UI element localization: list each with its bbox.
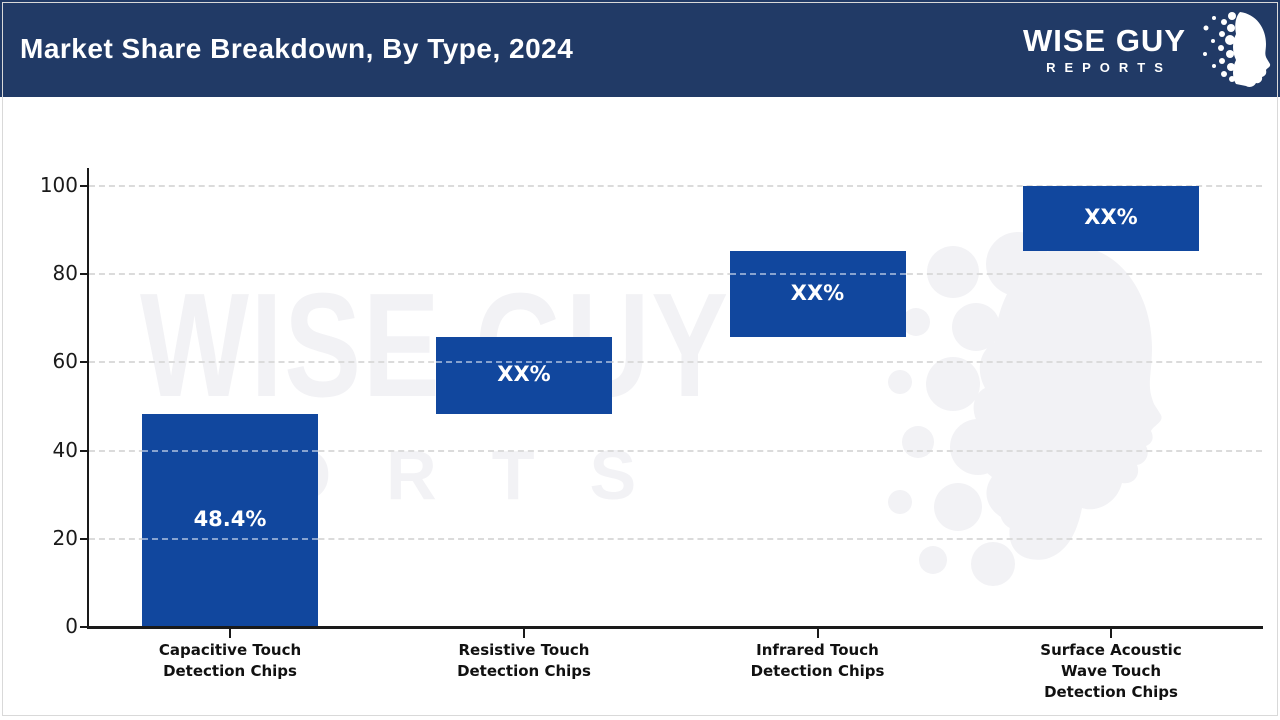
y-tick-label-60: 60 [52, 349, 78, 374]
bar-value-label: XX% [1084, 205, 1138, 230]
gridline-60 [89, 361, 1262, 364]
gridline-over-bar [142, 449, 318, 452]
bar-value-label: 48.4% [193, 507, 267, 532]
logo-head-icon [1203, 12, 1271, 87]
category-label: Resistive Touch Detection Chips [457, 641, 591, 680]
gridline-over-bar [436, 361, 612, 364]
bar-segment[interactable] [729, 250, 906, 337]
gridline-80 [89, 273, 1262, 276]
y-tick-60 [80, 361, 88, 364]
gridline-20 [89, 537, 1262, 540]
x-tick [523, 629, 525, 638]
x-axis-spine [87, 626, 1263, 629]
y-tick-label-0: 0 [65, 614, 78, 638]
y-tick-0 [80, 626, 88, 628]
bar-value-label: XX% [790, 280, 845, 305]
y-axis-spine [87, 168, 89, 629]
x-tick [1110, 629, 1112, 638]
page-title: Market Share Breakdown, By Type, 2024 [20, 33, 574, 64]
y-tick-100 [80, 185, 88, 187]
header: Market Share Breakdown, By Type, 2024 WI… [0, 0, 1280, 97]
gridline-over-bar [142, 537, 318, 540]
y-tick-label-100: 100 [39, 173, 78, 197]
category-label: Capacitive Touch Detection Chips [158, 641, 302, 680]
y-tick-label-20: 20 [52, 525, 78, 550]
watermark-wordmark: WISE GUY [140, 263, 730, 428]
logo-subtitle: REPORTS [1046, 60, 1172, 75]
y-tick-20 [80, 537, 88, 540]
y-tick-label-40: 40 [52, 437, 78, 462]
gridline-over-bar [729, 273, 906, 276]
y-tick-40 [80, 449, 88, 452]
bar-value-label: XX% [497, 362, 551, 387]
watermark-head-icon [888, 232, 1162, 586]
x-tick [816, 629, 819, 638]
logo-wordmark: WISE GUY [1022, 23, 1186, 58]
wiseguy-logo-text: WISE GUY REPORTS [1023, 23, 1186, 75]
gridline-100 [89, 185, 1262, 187]
y-tick-80 [80, 273, 88, 276]
bar-segment[interactable] [142, 413, 318, 627]
bar-segment[interactable] [1023, 186, 1199, 251]
x-tick [229, 629, 231, 638]
category-label: Surface Acoustic Wave Touch Detection Ch… [1040, 641, 1182, 701]
y-tick-label-80: 80 [52, 261, 78, 286]
gridline-40 [89, 449, 1262, 452]
wiseguy-logo: WISE GUY REPORTS [1023, 8, 1272, 90]
bar-segment[interactable] [436, 336, 612, 414]
category-label: Infrared Touch Detection Chips [750, 641, 885, 680]
